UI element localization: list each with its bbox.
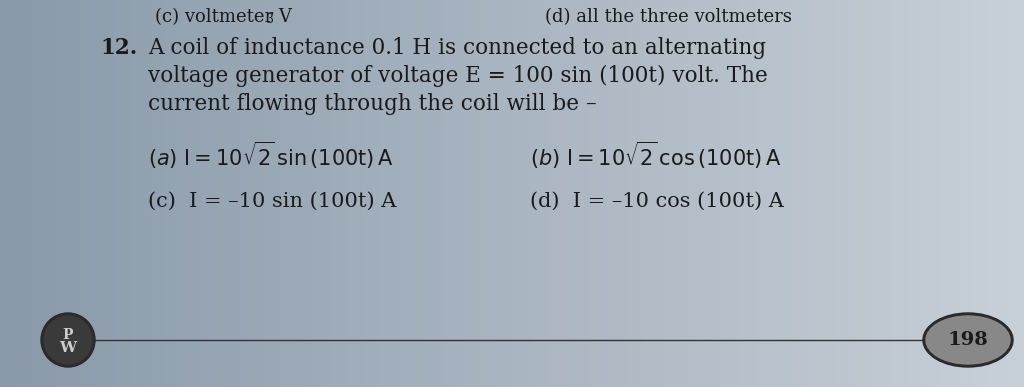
Text: voltage generator of voltage E = 100 sin (100t) volt. The: voltage generator of voltage E = 100 sin… (148, 65, 768, 87)
Text: (d)  I = –10 cos (100t) A: (d) I = –10 cos (100t) A (530, 192, 784, 211)
Text: W: W (59, 341, 77, 355)
Text: 198: 198 (947, 331, 988, 349)
Text: 3: 3 (266, 13, 274, 26)
Text: $(a)$ $\mathrm{I=10\sqrt{2}\,sin\,(100t)\,A}$: $(a)$ $\mathrm{I=10\sqrt{2}\,sin\,(100t)… (148, 140, 393, 171)
Text: (c) voltmeter V: (c) voltmeter V (155, 8, 292, 26)
Text: (c)  I = –10 sin (100t) A: (c) I = –10 sin (100t) A (148, 192, 396, 211)
Text: 12.: 12. (100, 37, 137, 59)
Text: P: P (62, 328, 74, 342)
Circle shape (41, 313, 95, 367)
Text: $(b)$ $\mathrm{I=10\sqrt{2}\,cos\,(100t)\,A}$: $(b)$ $\mathrm{I=10\sqrt{2}\,cos\,(100t)… (530, 140, 781, 171)
Ellipse shape (926, 316, 1010, 364)
Text: current flowing through the coil will be –: current flowing through the coil will be… (148, 93, 597, 115)
Text: (d) all the three voltmeters: (d) all the three voltmeters (545, 8, 792, 26)
Ellipse shape (923, 313, 1013, 367)
Circle shape (44, 316, 92, 364)
Text: A coil of inductance 0.1 H is connected to an alternating: A coil of inductance 0.1 H is connected … (148, 37, 766, 59)
